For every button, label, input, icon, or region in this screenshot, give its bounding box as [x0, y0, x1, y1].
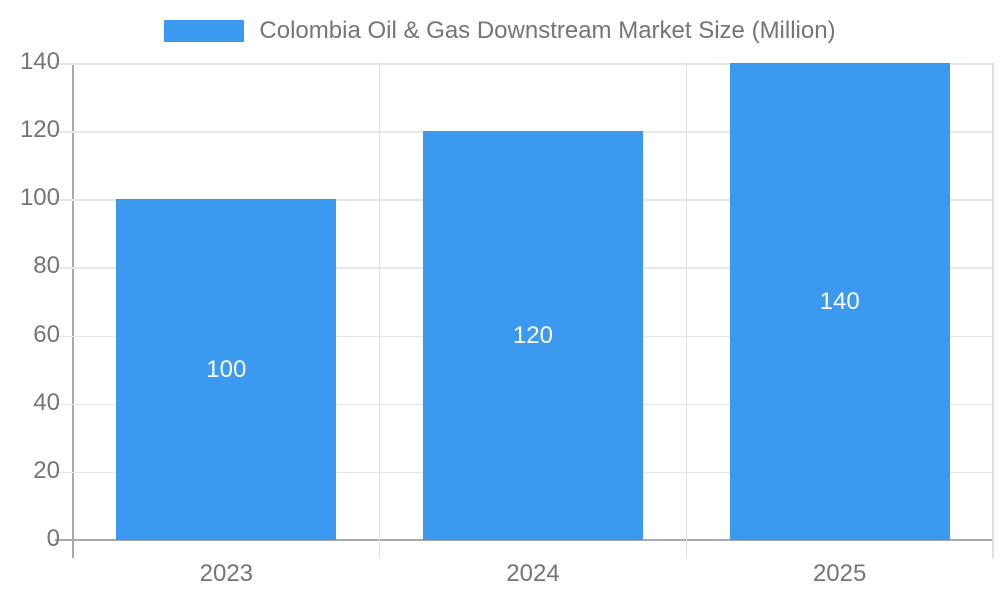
legend-item[interactable]: Colombia Oil & Gas Downstream Market Siz…	[0, 17, 1000, 45]
v-gridline	[992, 63, 994, 558]
y-tick-label: 120	[19, 116, 60, 144]
h-gridline	[55, 63, 993, 65]
x-tick-label: 2023	[199, 560, 254, 587]
y-tick-label: 0	[46, 525, 60, 553]
bar-2024[interactable]: 120	[423, 131, 643, 540]
y-tick-label: 140	[19, 48, 60, 76]
y-tick-label: 80	[33, 252, 60, 280]
bar-value-label: 140	[819, 287, 860, 315]
legend-label: Colombia Oil & Gas Downstream Market Siz…	[259, 17, 836, 44]
v-gridline	[378, 63, 381, 558]
bar-value-label: 100	[206, 355, 247, 383]
x-tick-label: 2025	[812, 560, 867, 587]
y-tick-label: 20	[33, 456, 60, 484]
x-axis-line	[55, 539, 993, 541]
x-tick-label: 2024	[506, 560, 560, 587]
bar-2023[interactable]: 100	[116, 199, 337, 540]
y-axis-line	[72, 63, 74, 558]
y-tick-label: 100	[19, 184, 60, 212]
y-tick-label: 60	[33, 320, 60, 348]
plot-area: 100 120 140	[55, 63, 994, 558]
legend-swatch	[164, 20, 245, 42]
y-tick-label: 40	[33, 388, 60, 416]
v-gridline	[685, 63, 688, 558]
bar-value-label: 120	[512, 321, 553, 349]
bar-2025[interactable]: 140	[729, 63, 950, 540]
